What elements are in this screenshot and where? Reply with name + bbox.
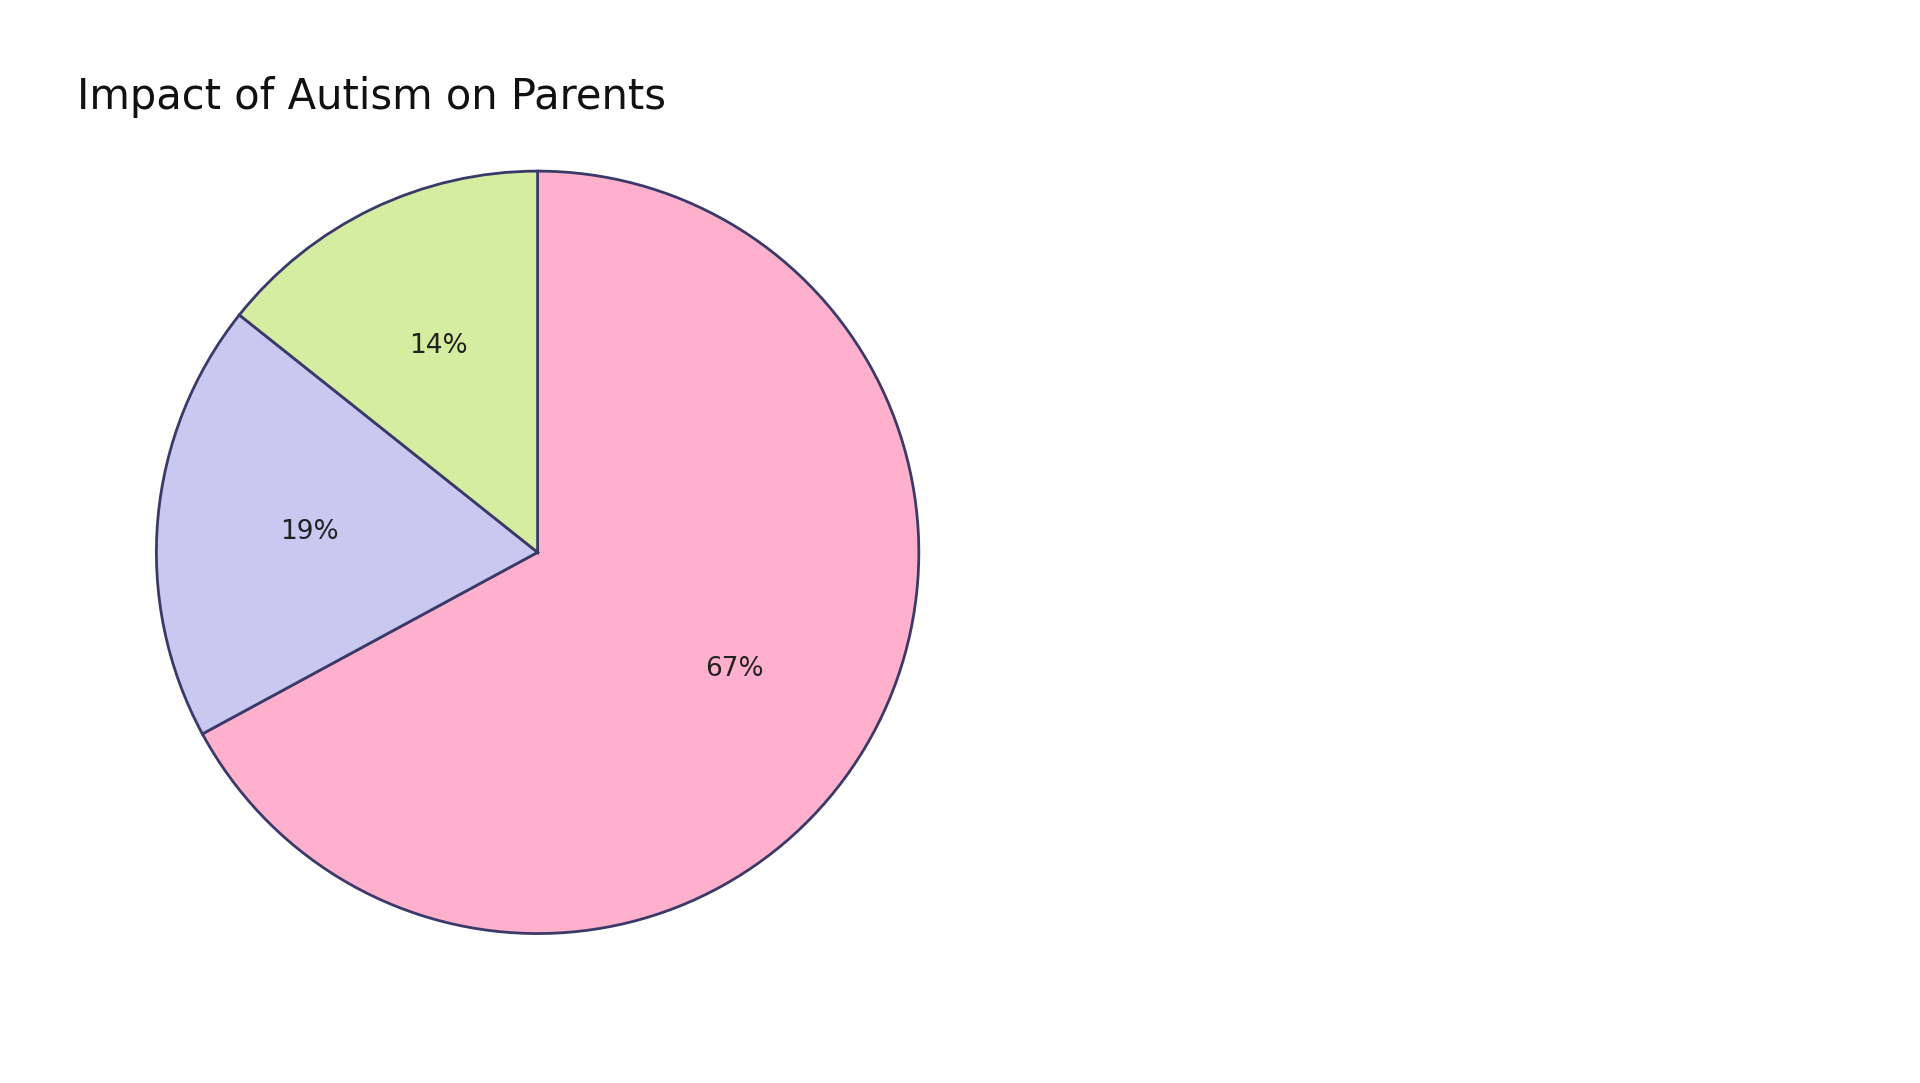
Wedge shape [156,315,538,734]
Wedge shape [240,171,538,552]
Wedge shape [202,171,920,934]
Text: 67%: 67% [705,656,764,682]
Text: 19%: 19% [280,519,340,545]
Text: Impact of Autism on Parents: Impact of Autism on Parents [77,76,666,118]
Text: 14%: 14% [409,334,468,360]
Legend: Mothers Reporting Depression and Anxiety, Parents Meeting PTSD Criteria, Other P: Mothers Reporting Depression and Anxiety… [1050,443,1701,640]
